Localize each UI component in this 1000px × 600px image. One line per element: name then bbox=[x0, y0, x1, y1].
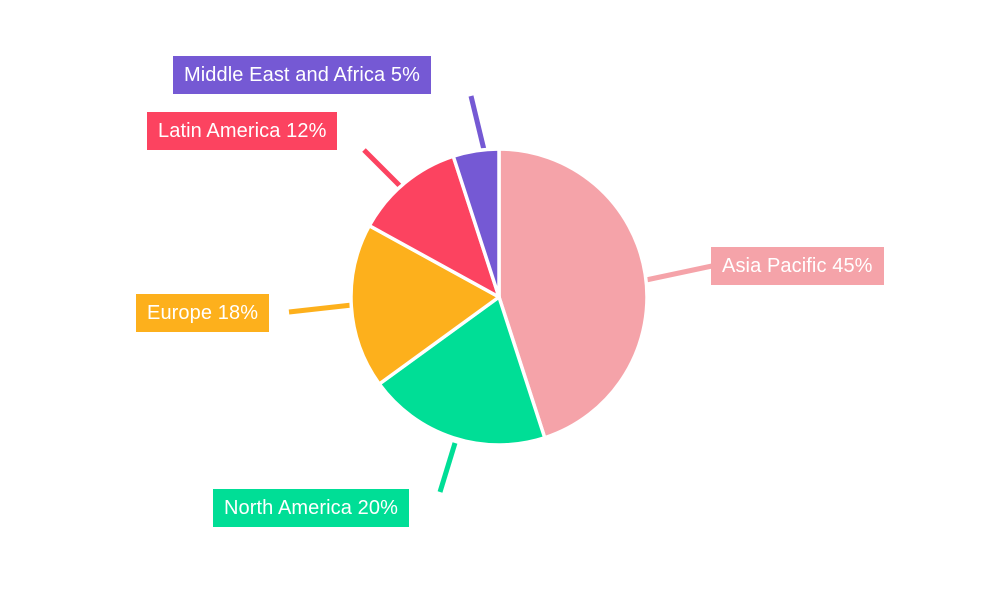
slice-label-text: Europe 18% bbox=[147, 302, 259, 324]
slice-label-text: Middle East and Africa 5% bbox=[184, 64, 420, 86]
slice-label-text: Asia Pacific 45% bbox=[722, 255, 873, 277]
slice-label-middle-east-and-africa[interactable]: Middle East and Africa 5% bbox=[173, 56, 431, 94]
pie-slice-middle-east-and-africa[interactable] bbox=[451, 147, 501, 299]
leader-line-middle-east-and-africa bbox=[468, 95, 488, 155]
pie-slice-asia-pacific[interactable] bbox=[497, 147, 649, 440]
slice-label-asia-pacific[interactable]: Asia Pacific 45% bbox=[711, 247, 884, 285]
leader-line-north-america bbox=[437, 442, 458, 493]
slice-label-latin-america[interactable]: Latin America 12% bbox=[147, 112, 338, 150]
pie-slice-latin-america[interactable] bbox=[367, 154, 501, 299]
leader-line-asia-pacific bbox=[645, 263, 713, 283]
slice-label-text: Latin America 12% bbox=[158, 120, 327, 142]
slice-label-north-america[interactable]: North America 20% bbox=[213, 489, 409, 527]
slice-label-europe[interactable]: Europe 18% bbox=[136, 294, 270, 332]
slice-label-text: North America 20% bbox=[224, 497, 398, 519]
leader-line-europe bbox=[288, 302, 353, 315]
pie-slices bbox=[349, 147, 649, 447]
pie-slice-europe[interactable] bbox=[349, 223, 501, 386]
leader-line-latin-america bbox=[362, 148, 406, 192]
pie-slice-north-america[interactable] bbox=[377, 295, 547, 447]
leader-lines bbox=[288, 95, 713, 493]
